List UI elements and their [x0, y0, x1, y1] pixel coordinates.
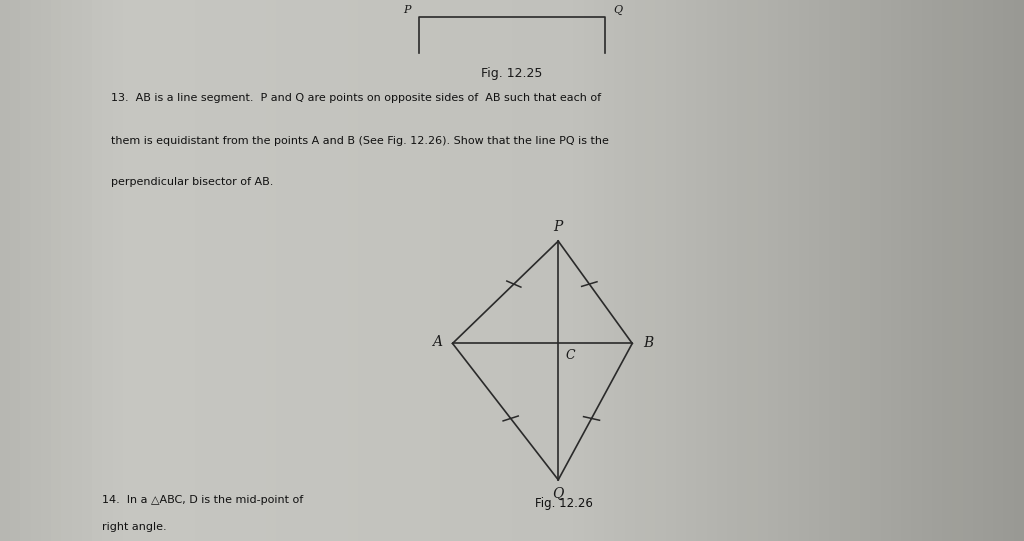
Text: B: B: [643, 337, 653, 351]
Text: P: P: [554, 220, 563, 234]
Text: C: C: [565, 349, 575, 362]
Text: P: P: [403, 5, 411, 15]
Text: perpendicular bisector of AB.: perpendicular bisector of AB.: [112, 177, 273, 187]
Text: Q: Q: [553, 487, 564, 500]
Text: Fig. 12.25: Fig. 12.25: [481, 67, 543, 80]
Text: Q: Q: [613, 5, 623, 15]
Text: A: A: [432, 335, 442, 349]
Text: Fig. 12.26: Fig. 12.26: [535, 497, 593, 510]
Text: 14.  In a △ABC, D is the mid-point of: 14. In a △ABC, D is the mid-point of: [102, 495, 304, 505]
Text: them is equidistant from the points A and B (See Fig. 12.26). Show that the line: them is equidistant from the points A an…: [112, 136, 609, 146]
Text: 13.  AB is a line segment.  P and Q are points on opposite sides of  AB such tha: 13. AB is a line segment. P and Q are po…: [112, 93, 601, 103]
Text: right angle.: right angle.: [102, 522, 167, 532]
